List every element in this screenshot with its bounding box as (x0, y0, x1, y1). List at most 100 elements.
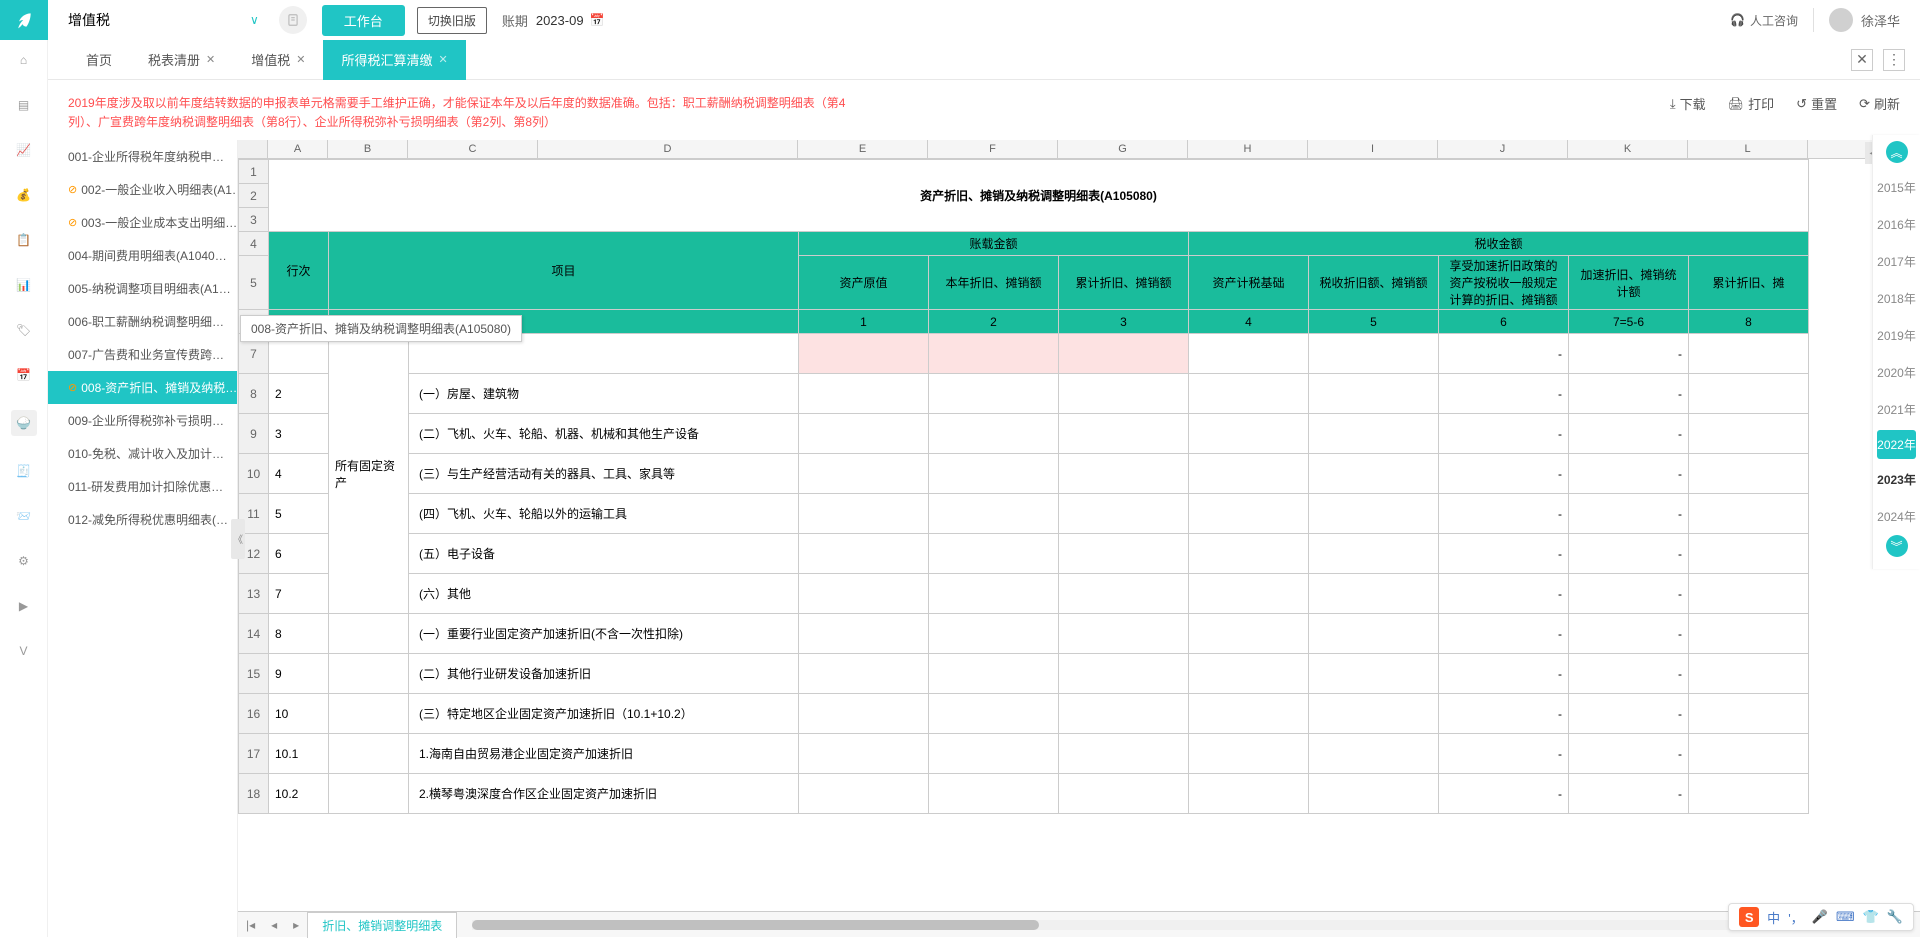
calendar-icon[interactable]: 📅 (590, 13, 605, 27)
collapse-handle[interactable]: 《 (231, 519, 245, 559)
cell[interactable]: - (1439, 614, 1569, 654)
row-header[interactable]: 2 (239, 184, 269, 208)
cell[interactable] (929, 454, 1059, 494)
cell[interactable] (1689, 414, 1809, 454)
cell[interactable] (799, 654, 929, 694)
cell[interactable] (799, 694, 929, 734)
year-item[interactable]: 2016年 (1873, 206, 1920, 243)
cell[interactable]: - (1439, 334, 1569, 374)
ime-tool-icon[interactable]: 🔧 (1887, 909, 1903, 925)
more-tabs-button[interactable]: ⋮ (1883, 49, 1905, 71)
col-header[interactable]: K (1568, 140, 1688, 158)
cell[interactable] (1059, 614, 1189, 654)
stamp-icon[interactable]: 🏷 (14, 320, 34, 340)
cell[interactable] (329, 774, 409, 814)
form-list-item[interactable]: 005-纳税调整项目明细表(A1… (48, 272, 237, 305)
print-button[interactable]: 🖨打印 (1728, 94, 1775, 113)
cell[interactable] (1309, 374, 1439, 414)
form-list-item[interactable]: 001-企业所得税年度纳税申… (48, 140, 237, 173)
period-value[interactable]: 2023-09 (536, 13, 584, 28)
row-header[interactable]: 4 (239, 232, 269, 256)
cell[interactable] (1059, 494, 1189, 534)
inbox-icon[interactable]: 📨 (14, 506, 34, 526)
cell[interactable] (1189, 374, 1309, 414)
col-header[interactable]: D (538, 140, 798, 158)
ime-skin-icon[interactable]: 👕 (1863, 909, 1879, 925)
cell[interactable] (1689, 374, 1809, 414)
cell[interactable] (929, 334, 1059, 374)
cell[interactable] (1689, 654, 1809, 694)
close-all-button[interactable]: ✕ (1851, 49, 1873, 71)
cell[interactable] (1189, 334, 1309, 374)
cell[interactable] (1689, 734, 1809, 774)
cell[interactable] (1309, 774, 1439, 814)
cell[interactable] (1059, 694, 1189, 734)
col-number[interactable]: 6 (1439, 310, 1569, 334)
cell[interactable] (1309, 574, 1439, 614)
header-col[interactable]: 享受加速折旧政策的资产按税收一般规定计算的折旧、摊销额 (1439, 256, 1569, 310)
cell[interactable] (1309, 454, 1439, 494)
col-header[interactable]: B (328, 140, 408, 158)
cell[interactable] (1059, 574, 1189, 614)
col-header[interactable]: E (798, 140, 928, 158)
cell[interactable]: - (1569, 374, 1689, 414)
cell[interactable] (799, 414, 929, 454)
row-header[interactable]: 15 (239, 654, 269, 694)
book-icon[interactable]: ▤ (14, 95, 34, 115)
money-icon[interactable]: 💰 (14, 185, 34, 205)
cell[interactable] (799, 734, 929, 774)
cell[interactable]: - (1569, 414, 1689, 454)
cell[interactable] (1059, 654, 1189, 694)
header-project[interactable]: 项目 (329, 232, 799, 310)
year-scroll-down[interactable]: ︾ (1886, 535, 1908, 557)
col-header[interactable]: H (1188, 140, 1308, 158)
cell[interactable] (1309, 734, 1439, 774)
header-col[interactable]: 资产原值 (799, 256, 929, 310)
year-item[interactable]: 2017年 (1873, 243, 1920, 280)
cell[interactable] (329, 734, 409, 774)
cell[interactable] (1689, 574, 1809, 614)
tab[interactable]: 增值税✕ (233, 40, 323, 80)
form-list-item[interactable]: 010-免税、减计收入及加计… (48, 437, 237, 470)
row-header[interactable]: 1 (239, 160, 269, 184)
form-list-item[interactable]: 006-职工薪酬纳税调整明细… (48, 305, 237, 338)
header-row-num[interactable]: 行次 (269, 232, 329, 310)
cell[interactable] (1189, 734, 1309, 774)
year-item[interactable]: 2020年 (1873, 354, 1920, 391)
cell[interactable] (1309, 694, 1439, 734)
v-icon[interactable]: V (14, 641, 34, 661)
cell[interactable] (1059, 534, 1189, 574)
cell[interactable] (799, 334, 929, 374)
cell[interactable]: - (1569, 334, 1689, 374)
cell[interactable]: - (1439, 694, 1569, 734)
sheet-nav-prev[interactable]: ◂ (263, 918, 285, 932)
hscroll-track[interactable] (472, 920, 1890, 930)
cell[interactable] (1059, 454, 1189, 494)
col-header[interactable]: G (1058, 140, 1188, 158)
cell[interactable] (929, 534, 1059, 574)
col-number[interactable]: 4 (1189, 310, 1309, 334)
receipt-icon[interactable]: 🧾 (14, 461, 34, 481)
row-header[interactable]: 10 (239, 454, 269, 494)
cell[interactable] (1309, 414, 1439, 454)
col-number[interactable]: 8 (1689, 310, 1809, 334)
cell[interactable] (1189, 414, 1309, 454)
header-col[interactable]: 资产计税基础 (1189, 256, 1309, 310)
cell[interactable]: - (1439, 414, 1569, 454)
tab-close-icon[interactable]: ✕ (439, 53, 448, 66)
consult-link[interactable]: 🎧 人工咨询 (1730, 12, 1798, 29)
year-item[interactable]: 2019年 (1873, 317, 1920, 354)
ime-bar[interactable]: S 中 '， 🎤 ⌨ 👕 🔧 (1728, 903, 1914, 931)
col-header[interactable]: J (1438, 140, 1568, 158)
sheet-corner[interactable] (238, 140, 268, 158)
cell[interactable] (1059, 334, 1189, 374)
cell[interactable] (1189, 774, 1309, 814)
cell[interactable] (929, 734, 1059, 774)
form-list-item[interactable]: 007-广告费和业务宣传费跨… (48, 338, 237, 371)
row-header[interactable]: 3 (239, 208, 269, 232)
sheet-nav-first[interactable]: |◂ (238, 918, 263, 932)
cell[interactable] (929, 414, 1059, 454)
cell[interactable] (1189, 454, 1309, 494)
cell[interactable] (1309, 614, 1439, 654)
cell[interactable]: - (1569, 534, 1689, 574)
